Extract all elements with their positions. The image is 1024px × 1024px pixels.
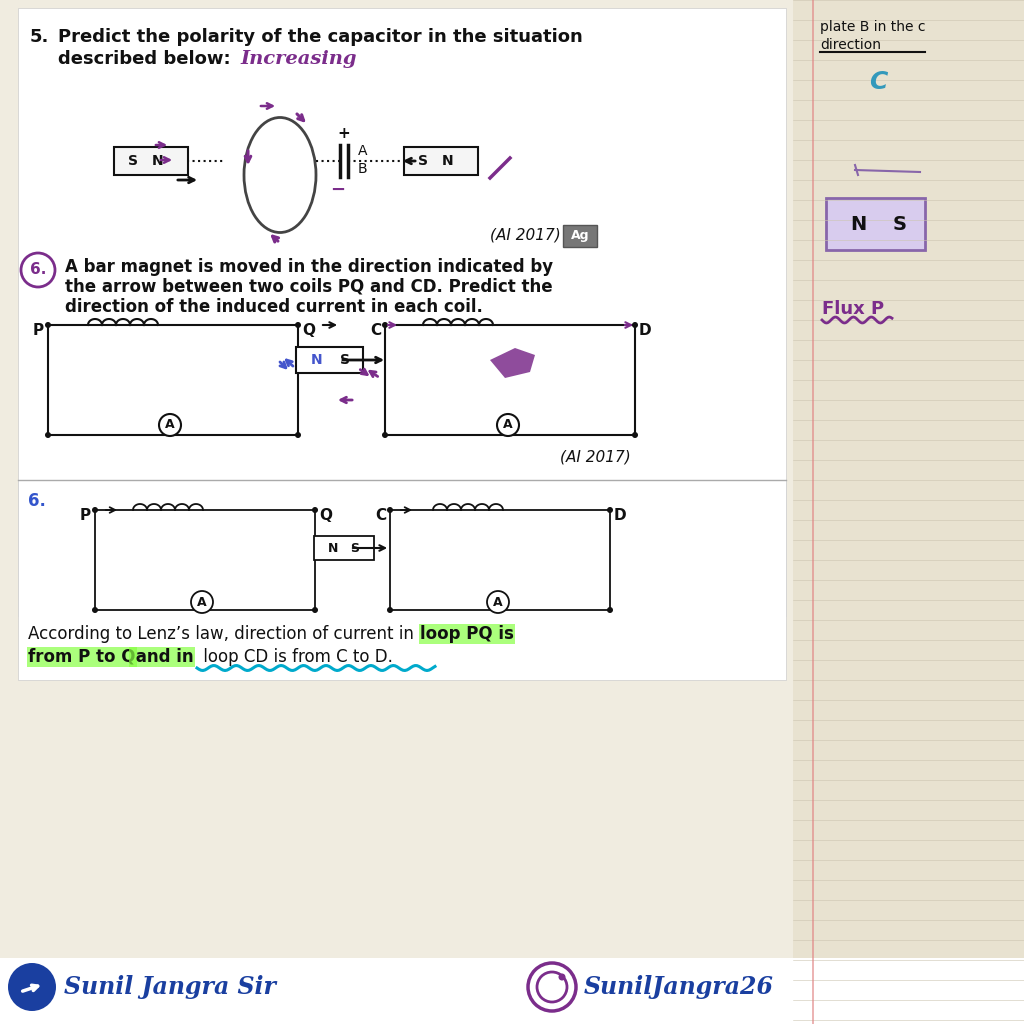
Text: Sunil Jangra Sir: Sunil Jangra Sir — [63, 975, 276, 999]
Text: Increasing: Increasing — [240, 50, 356, 68]
Text: S: S — [128, 154, 138, 168]
Text: N: N — [850, 214, 866, 233]
Text: B: B — [358, 162, 368, 176]
Text: S: S — [418, 154, 428, 168]
Circle shape — [387, 607, 393, 613]
Text: According to Lenz’s law, direction of current in: According to Lenz’s law, direction of cu… — [28, 625, 419, 643]
Text: direction of the induced current in each coil.: direction of the induced current in each… — [65, 298, 483, 316]
Text: C: C — [375, 508, 386, 523]
Bar — [18, 8, 786, 616]
Circle shape — [632, 432, 638, 438]
Text: S: S — [893, 214, 907, 233]
Text: and in: and in — [130, 648, 194, 666]
Circle shape — [382, 432, 388, 438]
Text: loop CD is from C to D.: loop CD is from C to D. — [198, 648, 393, 666]
Circle shape — [22, 253, 55, 287]
Bar — [0, 958, 1024, 1024]
Bar — [793, 0, 1024, 1024]
Circle shape — [487, 591, 509, 613]
Text: N: N — [442, 154, 454, 168]
Circle shape — [632, 322, 638, 328]
Text: Predict the polarity of the capacitor in the situation: Predict the polarity of the capacitor in… — [58, 28, 583, 46]
Circle shape — [45, 322, 51, 328]
Bar — [95, 510, 315, 610]
Text: (AI 2017): (AI 2017) — [490, 228, 561, 243]
Text: A bar magnet is moved in the direction indicated by: A bar magnet is moved in the direction i… — [65, 258, 553, 276]
Circle shape — [607, 607, 613, 613]
Circle shape — [528, 963, 575, 1011]
Bar — [390, 510, 610, 610]
Text: A: A — [503, 419, 513, 431]
Bar — [48, 325, 298, 435]
Text: A: A — [165, 419, 175, 431]
Text: A: A — [358, 144, 368, 158]
Text: N: N — [328, 542, 338, 555]
Text: S: S — [340, 353, 350, 367]
Text: described below:: described below: — [58, 50, 230, 68]
Circle shape — [312, 607, 318, 613]
Circle shape — [92, 607, 98, 613]
FancyBboxPatch shape — [404, 147, 478, 175]
FancyBboxPatch shape — [114, 147, 188, 175]
Text: Q: Q — [302, 323, 315, 338]
Text: plate B in the c: plate B in the c — [820, 20, 926, 34]
Text: D: D — [639, 323, 651, 338]
Text: N: N — [153, 154, 164, 168]
FancyBboxPatch shape — [826, 198, 925, 250]
Text: A: A — [494, 596, 503, 608]
Polygon shape — [490, 348, 535, 378]
FancyBboxPatch shape — [563, 225, 597, 247]
Bar — [18, 480, 786, 680]
Circle shape — [191, 591, 213, 613]
Text: P: P — [33, 323, 44, 338]
Text: C: C — [370, 323, 381, 338]
Text: the arrow between two coils PQ and CD. Predict the: the arrow between two coils PQ and CD. P… — [65, 278, 553, 296]
Circle shape — [295, 322, 301, 328]
FancyBboxPatch shape — [314, 536, 374, 560]
Text: 6.: 6. — [30, 262, 46, 278]
Circle shape — [92, 507, 98, 513]
Circle shape — [387, 507, 393, 513]
FancyBboxPatch shape — [296, 347, 362, 373]
Text: D: D — [614, 508, 627, 523]
Circle shape — [295, 432, 301, 438]
Circle shape — [497, 414, 519, 436]
Text: A: A — [198, 596, 207, 608]
Circle shape — [312, 507, 318, 513]
Text: loop PQ is: loop PQ is — [420, 625, 514, 643]
Text: +: + — [338, 126, 350, 141]
Circle shape — [382, 322, 388, 328]
Circle shape — [159, 414, 181, 436]
Bar — [385, 325, 635, 435]
Text: direction: direction — [820, 38, 881, 52]
Text: Ag: Ag — [570, 229, 589, 243]
Text: SunilJangra26: SunilJangra26 — [584, 975, 774, 999]
Text: P: P — [80, 508, 91, 523]
Text: N: N — [311, 353, 323, 367]
Text: S: S — [350, 542, 359, 555]
Text: C: C — [868, 70, 887, 94]
Text: 6.: 6. — [28, 492, 46, 510]
Circle shape — [607, 507, 613, 513]
Circle shape — [45, 432, 51, 438]
Text: from P to Q: from P to Q — [28, 648, 135, 666]
Circle shape — [8, 963, 56, 1011]
Circle shape — [558, 974, 565, 981]
Text: Q: Q — [319, 508, 332, 523]
Text: (AI 2017): (AI 2017) — [560, 450, 631, 465]
Text: −: − — [331, 181, 345, 199]
Text: Flux P: Flux P — [822, 300, 884, 318]
Text: 5.: 5. — [30, 28, 49, 46]
